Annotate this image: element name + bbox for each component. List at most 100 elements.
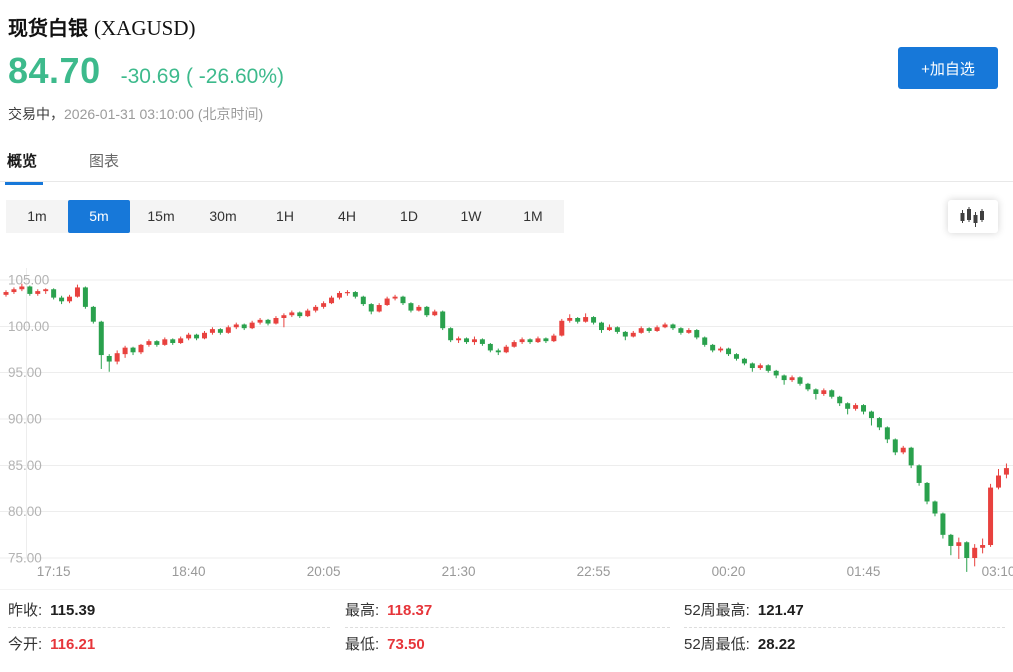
candle [892, 438, 898, 456]
candle [646, 327, 652, 333]
stat-label: 昨收: [8, 602, 43, 619]
timeframe-15m[interactable]: 15m [147, 208, 175, 224]
candle [670, 323, 676, 331]
candle [305, 308, 311, 318]
candle [424, 305, 430, 318]
candle [638, 326, 644, 334]
candle [956, 537, 962, 559]
last-price: 84.70 [8, 50, 101, 91]
candle [821, 388, 827, 396]
candle [130, 346, 136, 356]
chart-type-button[interactable] [948, 200, 998, 233]
timeframe-1d[interactable]: 1D [400, 208, 418, 224]
timeframe-bar: 1m 5m 15m 30m 1H 4H 1D 1W 1M [6, 200, 564, 233]
candle [265, 318, 271, 326]
tab-overview[interactable]: 概览 [5, 148, 44, 185]
candle [606, 324, 612, 331]
candle [495, 348, 501, 356]
stat-value: 121.47 [757, 602, 804, 619]
candle [813, 388, 819, 400]
candle [146, 339, 152, 347]
candle [726, 347, 732, 356]
candle [630, 330, 636, 338]
stat-prev-close: 昨收: 115.39 [8, 594, 330, 628]
candle [972, 544, 978, 567]
y-axis-label: 75.00 [8, 551, 42, 566]
price-row: 84.70 -30.69 ( -26.60%) [8, 50, 284, 92]
candle [479, 338, 485, 346]
candle [43, 288, 49, 294]
x-axis-label: 17:15 [37, 564, 71, 579]
quote-stats: 昨收: 115.39 今开: 116.21 最高: 118.37 最低: 73.50 52周最高… [0, 594, 1013, 672]
candle [233, 322, 239, 330]
candle [868, 410, 874, 426]
candle [710, 343, 716, 353]
price-change: -30.69 ( -26.60%) [120, 65, 285, 88]
candle [35, 289, 41, 296]
candle [98, 320, 104, 369]
tab-chart[interactable]: 图表 [89, 153, 120, 170]
candle [932, 500, 938, 517]
candle [170, 338, 176, 345]
candle [154, 340, 160, 347]
candle [614, 326, 620, 334]
candle [59, 295, 65, 305]
stat-open: 今开: 116.21 [8, 628, 330, 661]
candle [209, 327, 215, 335]
candle [718, 346, 724, 353]
candlestick-chart[interactable]: 105.00 100.00 95.00 90.00 85.00 80.00 75.00 17:… [0, 258, 1013, 590]
y-axis-label: 100.00 [8, 319, 49, 334]
x-axis-label: 21:30 [442, 564, 476, 579]
candle [559, 318, 565, 337]
candle [432, 309, 438, 317]
candle [519, 337, 525, 344]
candle [654, 325, 660, 332]
stat-label: 52周最低: [684, 636, 750, 653]
chart-bottom-divider [0, 589, 1013, 590]
stat-52w-high: 52周最高: 121.47 [684, 594, 1005, 628]
candle [948, 533, 954, 556]
stat-value: 115.39 [50, 602, 96, 619]
candle [662, 322, 668, 329]
candle [297, 311, 303, 318]
stat-label: 今开: [8, 636, 43, 653]
candle [749, 362, 755, 372]
candle [678, 327, 684, 335]
candle [186, 332, 192, 341]
stat-label: 最低: [345, 636, 380, 653]
timeframe-30m[interactable]: 30m [209, 208, 237, 224]
add-watchlist-button[interactable]: +加自选 [898, 47, 998, 89]
candle [686, 328, 692, 334]
candle [11, 287, 17, 294]
timeframe-1m[interactable]: 1m [27, 208, 47, 224]
candle [392, 294, 398, 301]
candle [67, 294, 73, 304]
timeframe-1w[interactable]: 1W [460, 208, 482, 224]
x-axis-label: 03:10 [982, 564, 1013, 579]
stat-value: 73.50 [387, 636, 425, 653]
candle [416, 305, 422, 312]
stat-value: 118.37 [387, 602, 433, 619]
candle [829, 389, 835, 399]
stat-column: 昨收: 115.39 今开: 116.21 [8, 594, 330, 661]
tabs-bar: 概览 图表 [0, 148, 1013, 185]
x-axis-label: 22:55 [577, 564, 611, 579]
candle [178, 336, 184, 344]
candle [694, 329, 700, 340]
candle [765, 364, 771, 373]
timeframe-1m[interactable]: 1M [523, 208, 543, 224]
candle [964, 541, 970, 572]
x-axis-label: 18:40 [172, 564, 206, 579]
candle [543, 337, 549, 344]
candle [74, 284, 80, 298]
candle [90, 305, 96, 324]
instrument-name: 现货白银 [8, 18, 88, 40]
timeframe-1h[interactable]: 1H [276, 208, 294, 224]
candle [900, 445, 906, 455]
candle [805, 382, 811, 392]
timeframe-5m[interactable]: 5m [68, 200, 130, 233]
timeframe-4h[interactable]: 4H [338, 208, 356, 224]
candle [368, 303, 374, 315]
stat-value: 28.22 [757, 636, 796, 653]
candle [781, 374, 787, 385]
